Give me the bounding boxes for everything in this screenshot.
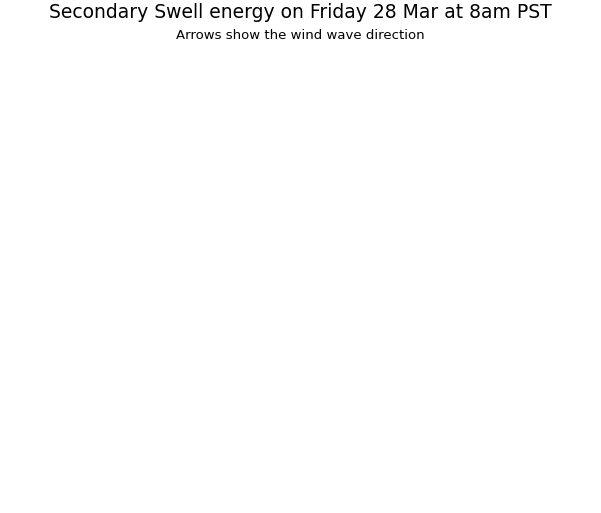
Text: Cartopy not available: Cartopy not available [225, 271, 376, 285]
Text: Arrows show the wind wave direction: Arrows show the wind wave direction [176, 29, 425, 42]
Text: Secondary Swell energy on Friday 28 Mar at 8am PST: Secondary Swell energy on Friday 28 Mar … [49, 3, 552, 22]
